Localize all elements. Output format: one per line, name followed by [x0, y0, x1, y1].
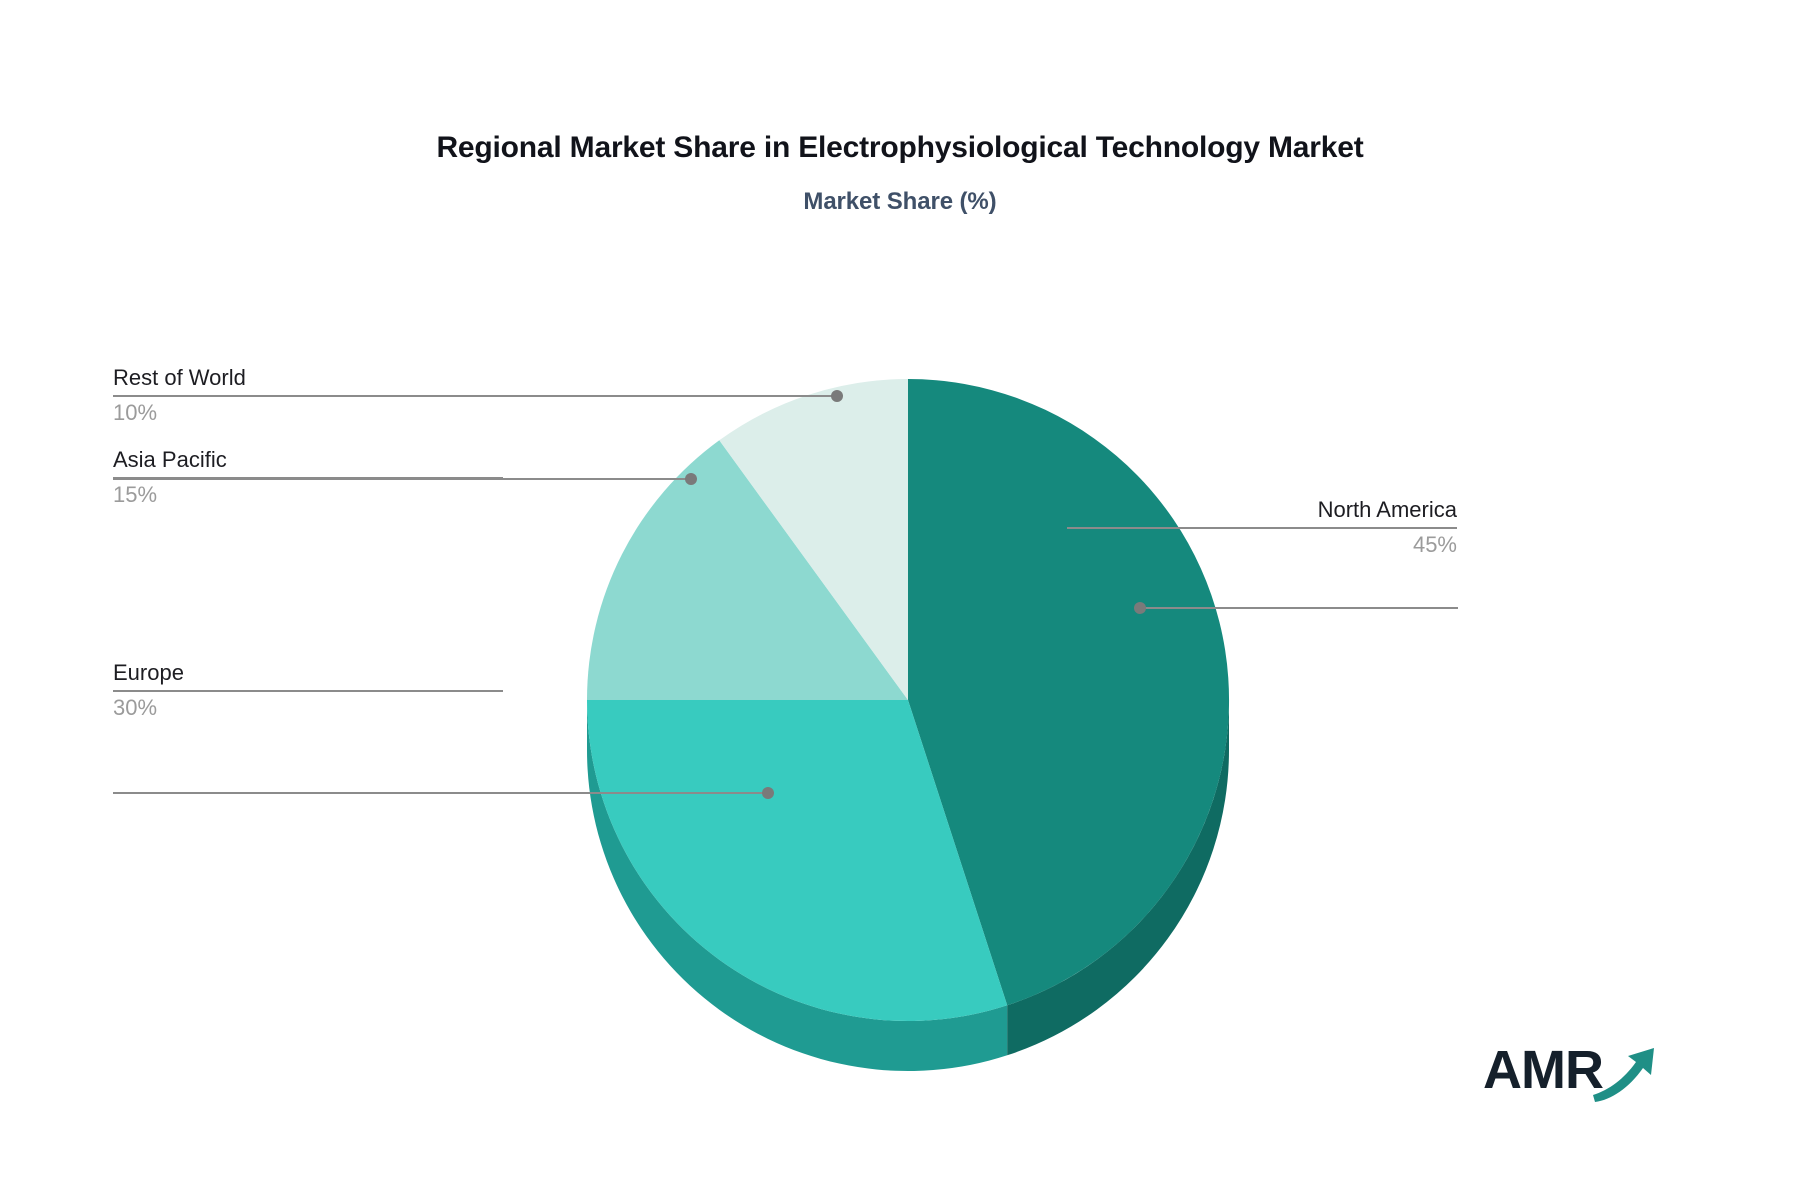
pie-slice-rest-of-world[interactable]	[719, 379, 908, 700]
pie-slice-north-america[interactable]	[908, 379, 1230, 1006]
pie-side-europe	[586, 700, 1008, 1072]
callout-value-north-america: 45%	[1412, 532, 1457, 557]
callout-label-north-america: North America	[1317, 497, 1457, 522]
growth-arrow-icon	[1593, 1048, 1654, 1102]
leader-dot-asia-pacific	[685, 473, 697, 485]
pie-slice-asia-pacific[interactable]	[587, 440, 908, 700]
callout-rule-rest-of-world	[113, 395, 503, 397]
leader-dot-europe	[762, 787, 774, 799]
callout-value-rest-of-world: 10%	[113, 400, 158, 425]
page-title: Regional Market Share in Electrophysiolo…	[436, 131, 1364, 164]
chart-subtitle: Market Share (%)	[803, 188, 997, 215]
callout-rule-asia-pacific	[113, 477, 503, 479]
callout-rule-europe	[113, 690, 503, 692]
pie-3d-side-walls	[586, 700, 1229, 1072]
leader-dot-rest-of-world	[831, 390, 843, 402]
leader-dot-north-america	[1134, 602, 1146, 614]
callout-value-europe: 30%	[113, 695, 158, 720]
callout-label-rest-of-world: Rest of World	[113, 365, 246, 390]
pie-top-face	[586, 379, 1230, 1022]
callout-rule-north-america	[1067, 527, 1457, 529]
callout-north-america[interactable]: North America 45%	[1067, 496, 1457, 559]
callout-asia-pacific[interactable]: Asia Pacific 15%	[113, 446, 503, 509]
callout-label-asia-pacific: Asia Pacific	[113, 447, 227, 472]
callout-value-asia-pacific: 15%	[113, 482, 158, 507]
pie-slice-europe[interactable]	[586, 700, 1008, 1022]
amr-logo: AMR	[1483, 1040, 1654, 1102]
callout-label-europe: Europe	[113, 660, 184, 685]
amr-logo-text: AMR	[1483, 1040, 1603, 1100]
callout-europe[interactable]: Europe 30%	[113, 659, 503, 722]
pie-side-north-america	[1007, 700, 1229, 1056]
callout-rest-of-world[interactable]: Rest of World 10%	[113, 364, 503, 427]
